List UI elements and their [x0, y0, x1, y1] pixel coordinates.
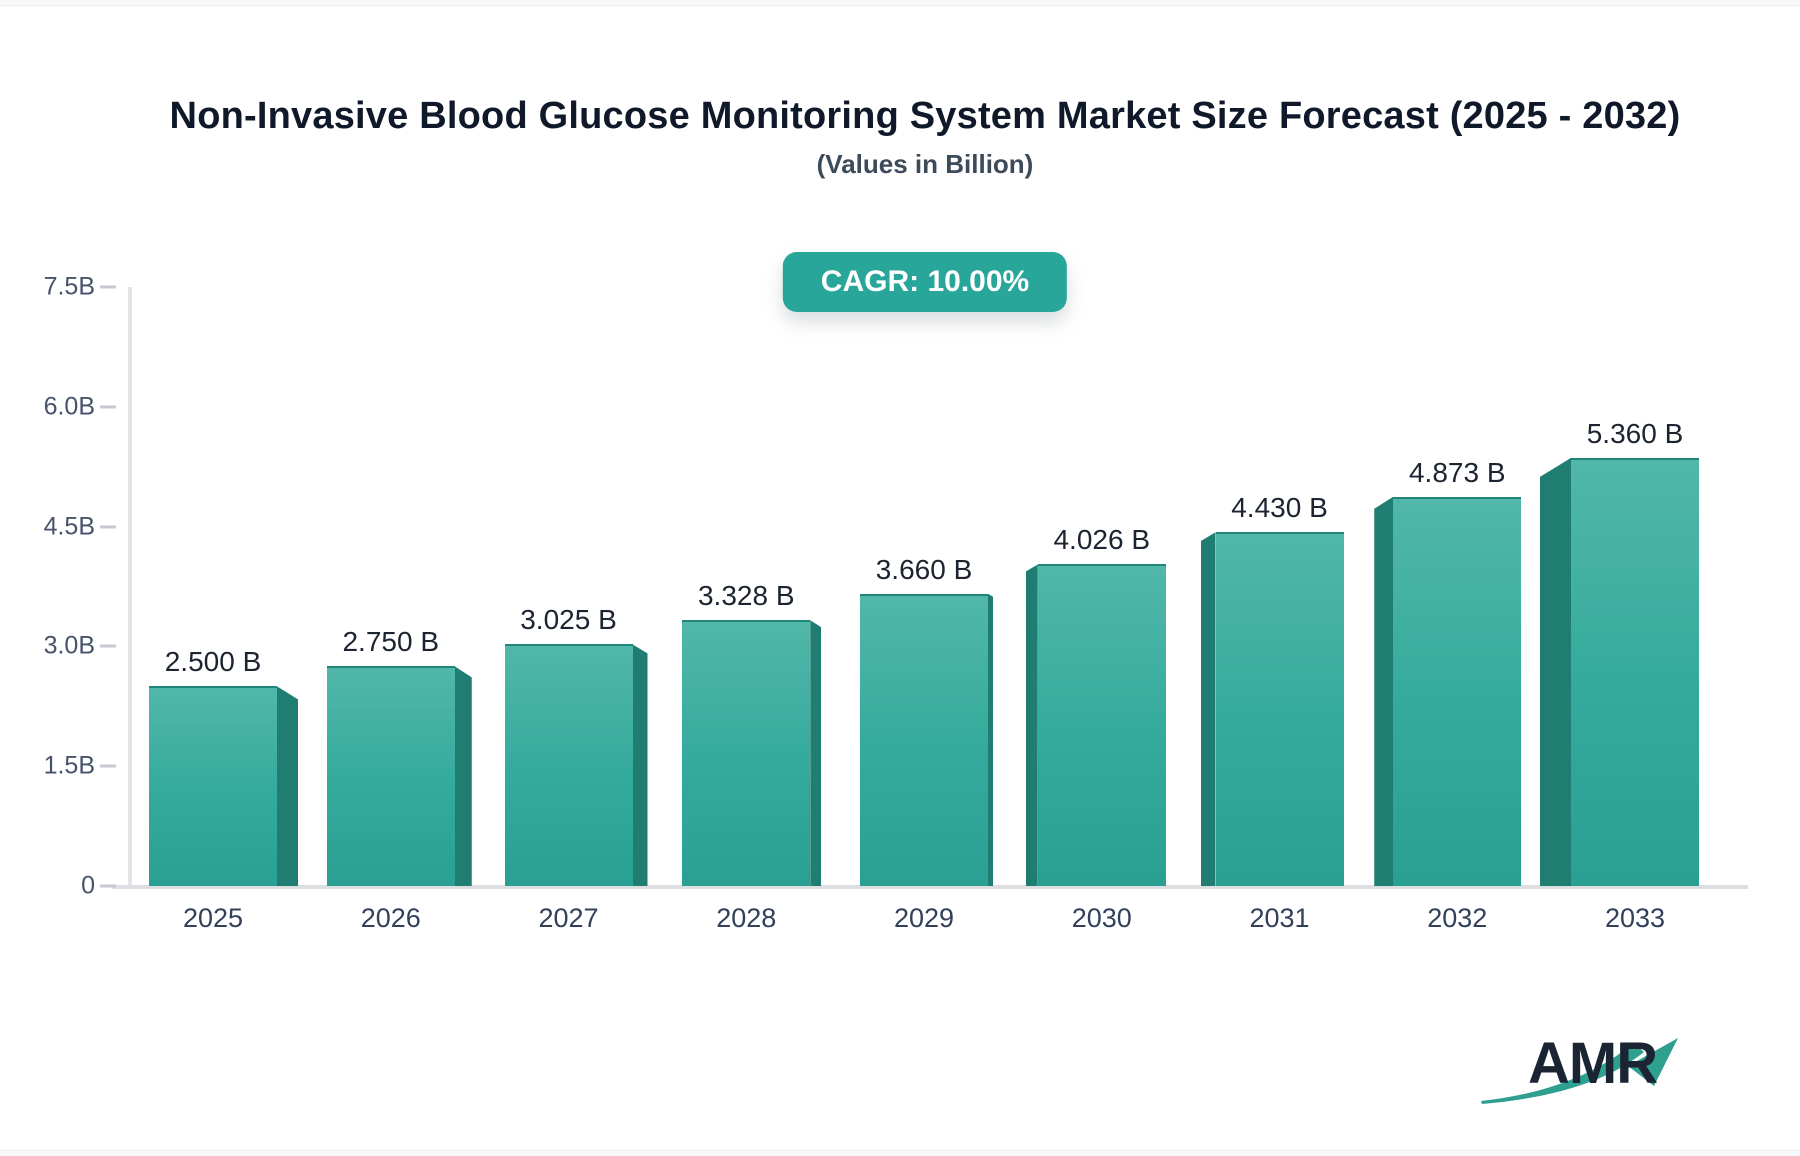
- x-axis-label-2029: 2029: [893, 903, 955, 933]
- chart-subtitle: (Values in Billion): [816, 149, 1034, 179]
- bar-side-face-2031: [1200, 532, 1216, 886]
- bar-value-label-2028: 3.328 B: [697, 580, 795, 612]
- bar-2025: [149, 686, 277, 886]
- bar-side-face-2033: [1540, 457, 1571, 886]
- bar-2033: [1571, 457, 1699, 886]
- bar-2031: [1215, 532, 1344, 886]
- x-axis-label-2025: 2025: [182, 903, 244, 933]
- bar-value-label-2029: 3.660 B: [875, 553, 973, 585]
- logo-growth-arrow-icon: [1481, 1038, 1678, 1104]
- x-axis-label-2032: 2032: [1427, 903, 1488, 933]
- x-axis-label-2031: 2031: [1249, 903, 1310, 933]
- bar-value-label-2031: 4.430 B: [1231, 492, 1328, 524]
- cagr-badge: CAGR: 10.00%: [782, 252, 1068, 312]
- y-tick-label: 7.5B: [43, 272, 95, 301]
- page-top-edge: [0, 0, 1800, 6]
- bar-value-label-2026: 2.750 B: [342, 626, 440, 658]
- bar-value-label-2027: 3.025 B: [520, 604, 617, 636]
- x-axis-label-2030: 2030: [1071, 903, 1132, 933]
- bar-side-face-2025: [277, 686, 298, 886]
- amr-logo: AMR: [1478, 1022, 1718, 1122]
- bar-2028: [682, 620, 811, 886]
- bar-2032: [1393, 496, 1522, 886]
- y-tick-label: 6.0B: [43, 392, 95, 421]
- bar-side-face-2030: [1025, 564, 1038, 886]
- y-tick-mark: [100, 884, 116, 888]
- y-tick-label: 1.5B: [43, 751, 95, 780]
- logo-text: AMR: [1528, 1031, 1658, 1096]
- y-tick-mark: [100, 764, 116, 768]
- y-tick-mark: [100, 644, 116, 648]
- bar-side-face-2027: [632, 644, 648, 886]
- y-tick-mark: [100, 525, 116, 529]
- bar-2029: [860, 593, 988, 886]
- bar-2026: [326, 666, 455, 886]
- bar-side-face-2029: [988, 593, 993, 886]
- bar-side-face-2026: [454, 666, 472, 886]
- bar-value-label-2032: 4.873 B: [1408, 456, 1506, 488]
- chart-container: Non-Invasive Blood Glucose Monitoring Sy…: [50, 0, 1800, 1156]
- y-axis-line: [128, 287, 132, 888]
- bar-value-label-2030: 4.026 B: [1053, 524, 1151, 556]
- y-tick-label: 0: [81, 871, 95, 900]
- bar-side-face-2028: [810, 620, 822, 886]
- y-tick-label: 4.5B: [43, 512, 95, 541]
- bar-2030: [1037, 564, 1166, 886]
- bar-side-face-2032: [1374, 496, 1394, 886]
- bar-value-label-2025: 2.500 B: [164, 646, 262, 678]
- y-tick-mark: [100, 405, 116, 409]
- page-bottom-edge: [0, 1150, 1800, 1156]
- chart-title: Non-Invasive Blood Glucose Monitoring Sy…: [169, 95, 1681, 137]
- y-tick-mark: [100, 285, 116, 289]
- y-tick-label: 3.0B: [43, 631, 95, 660]
- x-axis-label-2033: 2033: [1604, 903, 1666, 933]
- x-axis-label-2026: 2026: [360, 903, 421, 933]
- x-axis-label-2027: 2027: [538, 903, 599, 933]
- x-axis-baseline: [112, 885, 1748, 889]
- bar-value-label-2033: 5.360 B: [1586, 417, 1684, 449]
- x-axis-label-2028: 2028: [716, 903, 777, 933]
- bar-2027: [504, 644, 633, 886]
